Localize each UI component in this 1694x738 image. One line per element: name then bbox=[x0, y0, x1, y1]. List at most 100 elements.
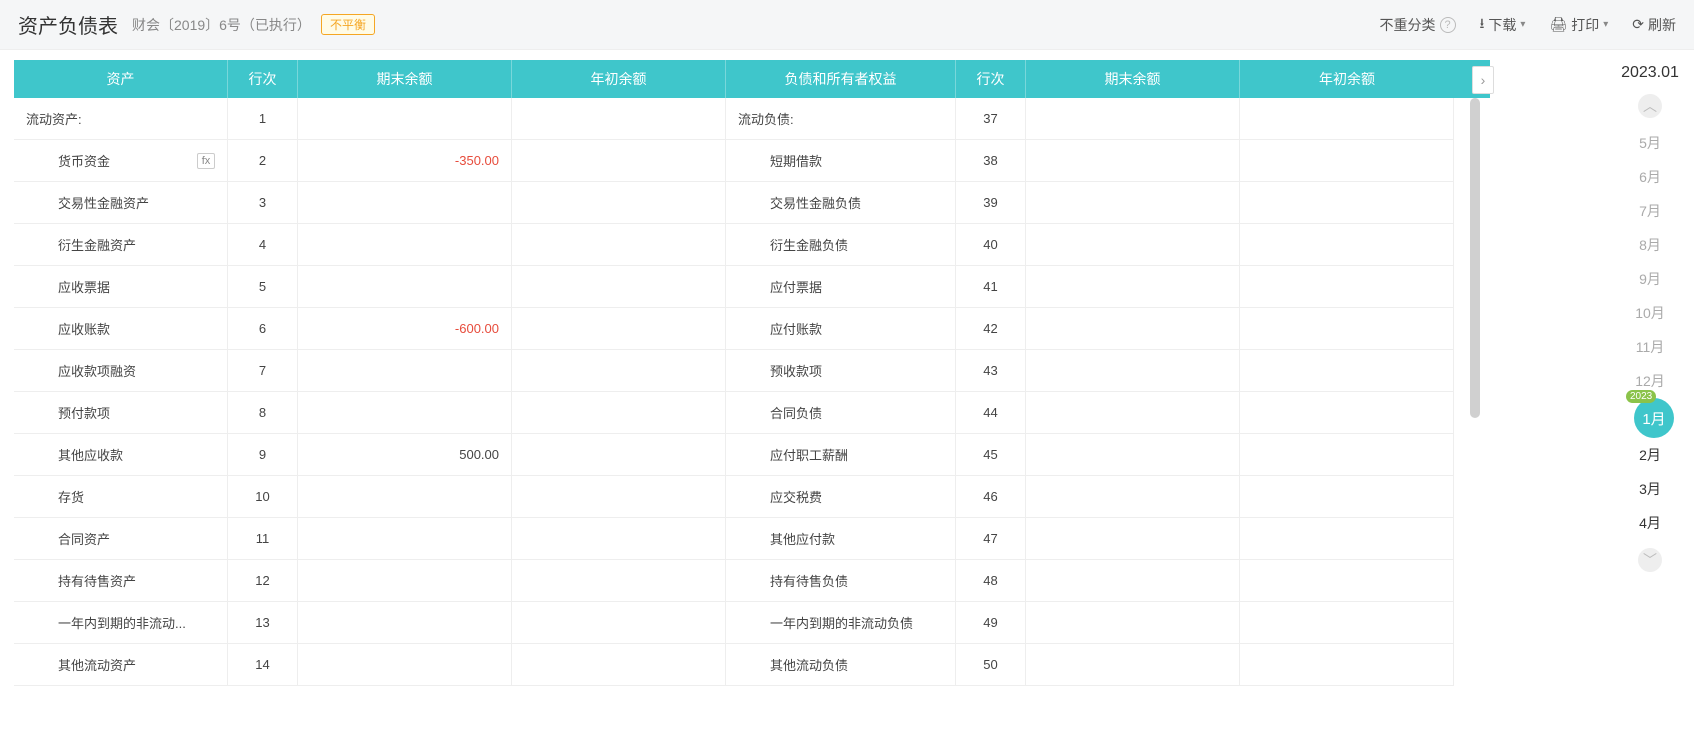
asset-name-cell[interactable]: 预付款项 bbox=[14, 392, 228, 434]
refresh-button[interactable]: ⟳ 刷新 bbox=[1632, 15, 1676, 35]
period-month[interactable]: 5月 bbox=[1620, 126, 1680, 160]
liability-begin-balance-cell[interactable] bbox=[1240, 182, 1454, 224]
asset-end-balance-cell[interactable] bbox=[298, 266, 512, 308]
liability-end-balance-cell[interactable] bbox=[1026, 476, 1240, 518]
scroll-thumb[interactable] bbox=[1470, 98, 1480, 418]
formula-icon[interactable]: fx bbox=[197, 153, 215, 169]
liability-begin-balance-cell[interactable] bbox=[1240, 392, 1454, 434]
asset-end-balance-cell[interactable]: -600.00 bbox=[298, 308, 512, 350]
liability-begin-balance-cell[interactable] bbox=[1240, 518, 1454, 560]
asset-end-balance-cell[interactable] bbox=[298, 392, 512, 434]
liability-end-balance-cell[interactable] bbox=[1026, 182, 1240, 224]
liability-end-balance-cell[interactable] bbox=[1026, 560, 1240, 602]
no-reclassify-button[interactable]: 不重分类 ? bbox=[1380, 15, 1456, 35]
liability-begin-balance-cell[interactable] bbox=[1240, 476, 1454, 518]
asset-begin-balance-cell[interactable] bbox=[512, 392, 726, 434]
liability-name-cell[interactable]: 预收款项 bbox=[726, 350, 956, 392]
asset-name-cell[interactable]: 应收账款 bbox=[14, 308, 228, 350]
asset-end-balance-cell[interactable]: 500.00 bbox=[298, 434, 512, 476]
period-month[interactable]: 2月 bbox=[1620, 438, 1680, 472]
asset-begin-balance-cell[interactable] bbox=[512, 266, 726, 308]
asset-end-balance-cell[interactable] bbox=[298, 602, 512, 644]
asset-name-cell[interactable]: 应收款项融资 bbox=[14, 350, 228, 392]
liability-end-balance-cell[interactable] bbox=[1026, 602, 1240, 644]
liability-end-balance-cell[interactable] bbox=[1026, 392, 1240, 434]
liability-name-cell[interactable]: 一年内到期的非流动负债 bbox=[726, 602, 956, 644]
period-next-button[interactable]: ﹀ bbox=[1638, 548, 1662, 572]
asset-name-cell[interactable]: 持有待售资产 bbox=[14, 560, 228, 602]
liability-begin-balance-cell[interactable] bbox=[1240, 644, 1454, 686]
expand-columns-button[interactable]: › bbox=[1472, 66, 1494, 94]
asset-end-balance-cell[interactable] bbox=[298, 476, 512, 518]
liability-end-balance-cell[interactable] bbox=[1026, 518, 1240, 560]
asset-begin-balance-cell[interactable] bbox=[512, 350, 726, 392]
asset-name-cell[interactable]: 货币资金fx bbox=[14, 140, 228, 182]
liability-begin-balance-cell[interactable] bbox=[1240, 140, 1454, 182]
liability-end-balance-cell[interactable] bbox=[1026, 140, 1240, 182]
period-month[interactable]: 8月 bbox=[1620, 228, 1680, 262]
asset-begin-balance-cell[interactable] bbox=[512, 308, 726, 350]
liability-name-cell[interactable]: 应付职工薪酬 bbox=[726, 434, 956, 476]
asset-begin-balance-cell[interactable] bbox=[512, 602, 726, 644]
asset-begin-balance-cell[interactable] bbox=[512, 434, 726, 476]
asset-name-cell[interactable]: 交易性金融资产 bbox=[14, 182, 228, 224]
liability-begin-balance-cell[interactable] bbox=[1240, 224, 1454, 266]
liability-end-balance-cell[interactable] bbox=[1026, 98, 1240, 140]
liability-begin-balance-cell[interactable] bbox=[1240, 308, 1454, 350]
liability-name-cell[interactable]: 合同负债 bbox=[726, 392, 956, 434]
liability-end-balance-cell[interactable] bbox=[1026, 224, 1240, 266]
liability-begin-balance-cell[interactable] bbox=[1240, 434, 1454, 476]
asset-name-cell[interactable]: 其他流动资产 bbox=[14, 644, 228, 686]
period-month[interactable]: 10月 bbox=[1620, 296, 1680, 330]
asset-end-balance-cell[interactable]: -350.00 bbox=[298, 140, 512, 182]
liability-name-cell[interactable]: 应交税费 bbox=[726, 476, 956, 518]
liability-begin-balance-cell[interactable] bbox=[1240, 602, 1454, 644]
liability-name-cell[interactable]: 交易性金融负债 bbox=[726, 182, 956, 224]
asset-name-cell[interactable]: 存货 bbox=[14, 476, 228, 518]
period-prev-button[interactable]: ︿ bbox=[1638, 94, 1662, 118]
asset-name-cell[interactable]: 衍生金融资产 bbox=[14, 224, 228, 266]
asset-name-cell[interactable]: 其他应收款 bbox=[14, 434, 228, 476]
asset-begin-balance-cell[interactable] bbox=[512, 182, 726, 224]
print-button[interactable]: 🖨 打印 ▾ bbox=[1549, 15, 1608, 35]
liability-name-cell[interactable]: 其他应付款 bbox=[726, 518, 956, 560]
period-month[interactable]: 11月 bbox=[1620, 330, 1680, 364]
period-month[interactable]: 3月 bbox=[1620, 472, 1680, 506]
asset-begin-balance-cell[interactable] bbox=[512, 560, 726, 602]
asset-begin-balance-cell[interactable] bbox=[512, 140, 726, 182]
asset-end-balance-cell[interactable] bbox=[298, 224, 512, 266]
liability-name-cell[interactable]: 短期借款 bbox=[726, 140, 956, 182]
asset-end-balance-cell[interactable] bbox=[298, 560, 512, 602]
liability-begin-balance-cell[interactable] bbox=[1240, 266, 1454, 308]
period-month[interactable]: 6月 bbox=[1620, 160, 1680, 194]
period-month-active[interactable]: 20231月 bbox=[1620, 398, 1680, 438]
liability-end-balance-cell[interactable] bbox=[1026, 434, 1240, 476]
asset-end-balance-cell[interactable] bbox=[298, 518, 512, 560]
liability-end-balance-cell[interactable] bbox=[1026, 350, 1240, 392]
asset-name-cell[interactable]: 合同资产 bbox=[14, 518, 228, 560]
liability-name-cell[interactable]: 应付票据 bbox=[726, 266, 956, 308]
asset-end-balance-cell[interactable] bbox=[298, 98, 512, 140]
liability-end-balance-cell[interactable] bbox=[1026, 308, 1240, 350]
asset-name-cell[interactable]: 流动资产: bbox=[14, 98, 228, 140]
asset-name-cell[interactable]: 一年内到期的非流动... bbox=[14, 602, 228, 644]
period-month[interactable]: 7月 bbox=[1620, 194, 1680, 228]
vertical-scrollbar[interactable] bbox=[1470, 98, 1480, 658]
asset-end-balance-cell[interactable] bbox=[298, 644, 512, 686]
liability-name-cell[interactable]: 持有待售负债 bbox=[726, 560, 956, 602]
liability-name-cell[interactable]: 应付账款 bbox=[726, 308, 956, 350]
liability-name-cell[interactable]: 其他流动负债 bbox=[726, 644, 956, 686]
download-button[interactable]: ⭳ 下载 ▾ bbox=[1480, 13, 1526, 37]
liability-begin-balance-cell[interactable] bbox=[1240, 560, 1454, 602]
asset-name-cell[interactable]: 应收票据 bbox=[14, 266, 228, 308]
liability-begin-balance-cell[interactable] bbox=[1240, 98, 1454, 140]
liability-name-cell[interactable]: 衍生金融负债 bbox=[726, 224, 956, 266]
asset-begin-balance-cell[interactable] bbox=[512, 518, 726, 560]
liability-name-cell[interactable]: 流动负债: bbox=[726, 98, 956, 140]
asset-end-balance-cell[interactable] bbox=[298, 350, 512, 392]
liability-end-balance-cell[interactable] bbox=[1026, 266, 1240, 308]
asset-begin-balance-cell[interactable] bbox=[512, 476, 726, 518]
liability-end-balance-cell[interactable] bbox=[1026, 644, 1240, 686]
period-month[interactable]: 4月 bbox=[1620, 506, 1680, 540]
asset-begin-balance-cell[interactable] bbox=[512, 98, 726, 140]
